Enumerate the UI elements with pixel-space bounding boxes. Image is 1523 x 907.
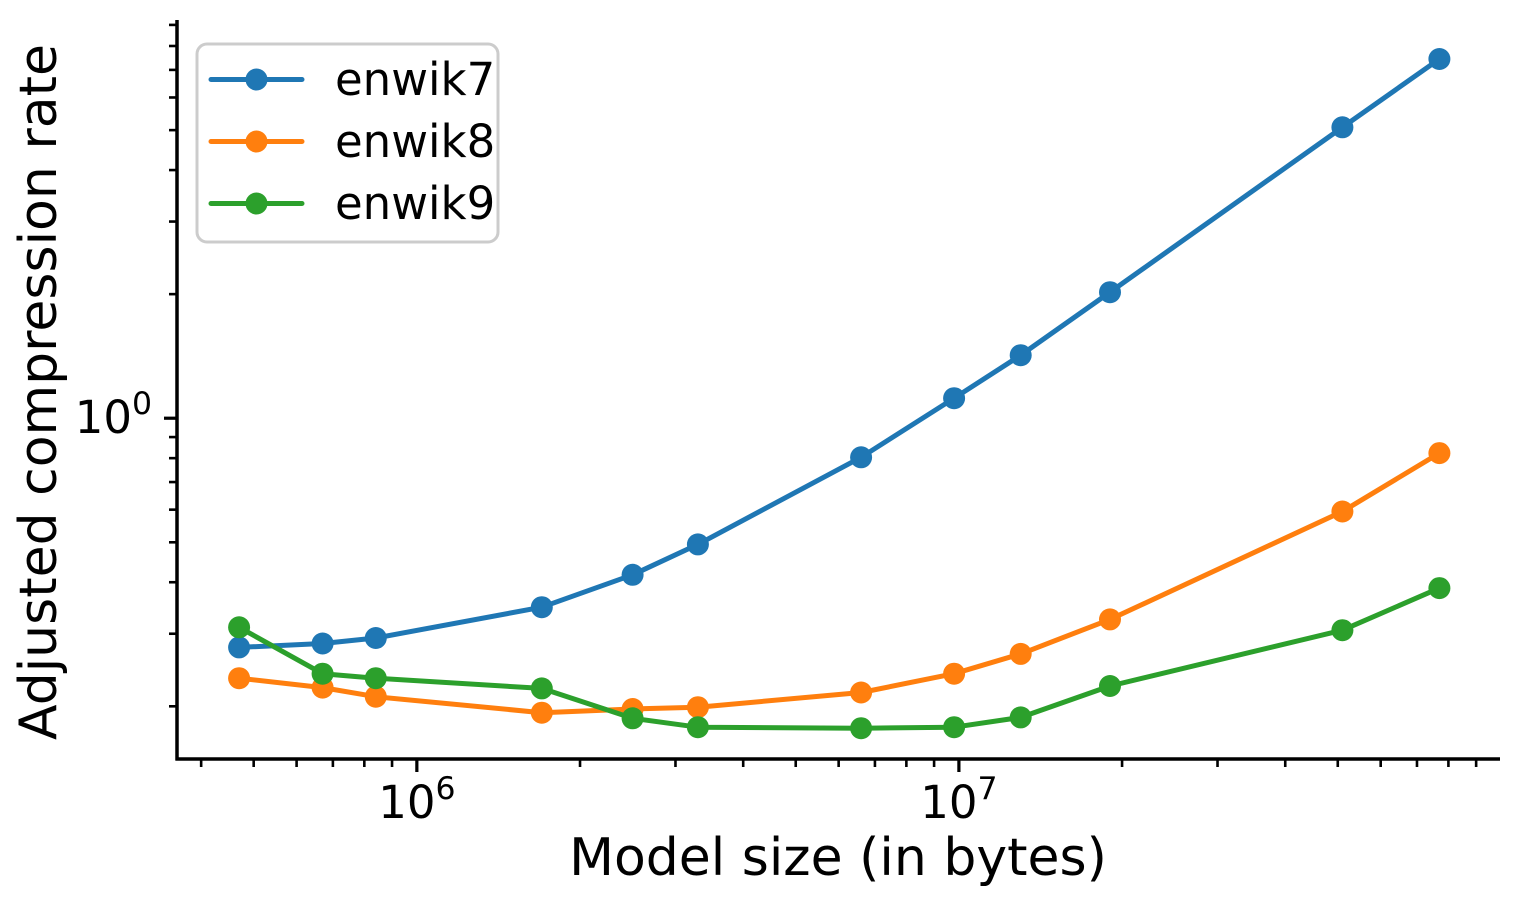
x-tick-label: 106 [378, 771, 455, 829]
data-point-enwik9 [943, 716, 966, 739]
data-point-enwik8 [850, 681, 873, 704]
data-point-enwik8 [1099, 608, 1121, 631]
data-point-enwik9 [1099, 675, 1121, 697]
legend-marker-sample [245, 192, 268, 215]
data-point-enwik7 [621, 563, 644, 586]
y-tick-label: 100 [75, 386, 152, 444]
data-point-enwik7 [943, 387, 966, 410]
series-enwik9 [228, 577, 1451, 740]
data-point-enwik7 [1428, 48, 1451, 70]
data-point-enwik7 [1099, 281, 1121, 304]
legend-label: enwik7 [335, 53, 495, 106]
legend-label: enwik8 [335, 115, 495, 168]
legend-entry-enwik8: enwik8 [208, 115, 495, 168]
data-point-enwik9 [1428, 577, 1451, 600]
data-point-enwik9 [1009, 706, 1032, 729]
data-point-enwik8 [228, 667, 251, 690]
data-point-enwik8 [364, 685, 387, 708]
y-axis-label: Adjusted compression rate [9, 44, 69, 740]
data-point-enwik7 [850, 446, 873, 469]
data-point-enwik8 [686, 696, 709, 719]
data-point-enwik7 [1009, 344, 1032, 367]
data-point-enwik7 [1331, 116, 1354, 139]
data-point-enwik9 [621, 707, 644, 730]
x-axis-label: Model size (in bytes) [569, 828, 1107, 888]
data-point-enwik7 [686, 533, 709, 556]
data-point-enwik9 [686, 716, 709, 739]
data-point-enwik9 [364, 667, 387, 690]
data-point-enwik7 [311, 632, 334, 655]
data-series [228, 48, 1451, 740]
data-point-enwik9 [311, 662, 334, 685]
data-point-enwik7 [530, 596, 553, 619]
x-tick-label: 107 [920, 771, 997, 829]
data-point-enwik7 [364, 627, 387, 649]
data-point-enwik7 [228, 636, 251, 659]
series-enwik7 [228, 48, 1451, 659]
data-point-enwik8 [530, 701, 553, 724]
legend-entry-enwik9: enwik9 [208, 177, 495, 230]
legend-label: enwik9 [335, 177, 495, 230]
legend-entry-enwik7: enwik7 [208, 53, 495, 106]
series-enwik8 [228, 442, 1451, 724]
legend: enwik7 enwik8 enwik9 [195, 42, 500, 244]
series-line-enwik9 [236, 585, 1442, 731]
legend-marker-sample [245, 68, 268, 91]
legend-frame [195, 42, 500, 244]
data-point-enwik8 [1331, 500, 1354, 523]
data-point-enwik8 [943, 662, 966, 685]
data-point-enwik9 [850, 717, 873, 740]
series-line-enwik8 [236, 450, 1442, 716]
data-point-enwik9 [530, 677, 553, 700]
data-point-enwik8 [1009, 642, 1032, 665]
legend-marker-sample [245, 130, 268, 153]
data-point-enwik9 [1331, 619, 1354, 642]
data-point-enwik8 [1428, 442, 1451, 465]
data-point-enwik9 [228, 616, 251, 639]
